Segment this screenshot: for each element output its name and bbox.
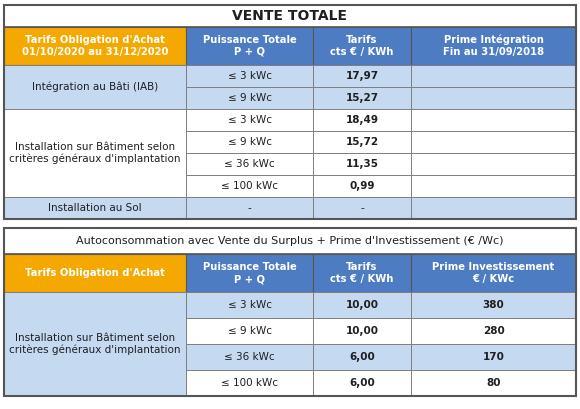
Text: ≤ 3 kWc: ≤ 3 kWc	[227, 71, 271, 81]
Text: 80: 80	[486, 378, 501, 388]
Bar	[186, 254, 313, 292]
Bar	[186, 370, 313, 396]
Bar	[313, 292, 411, 318]
Text: Tarifs
cts € / KWh: Tarifs cts € / KWh	[331, 262, 394, 284]
Bar	[186, 27, 313, 65]
Bar	[313, 344, 411, 370]
Bar	[4, 5, 576, 219]
Text: 17,97: 17,97	[346, 71, 379, 81]
Bar	[186, 318, 313, 344]
Text: Tarifs Obligation d'Achat
01/10/2020 au 31/12/2020: Tarifs Obligation d'Achat 01/10/2020 au …	[22, 35, 168, 57]
Text: 6,00: 6,00	[349, 378, 375, 388]
Bar	[411, 153, 576, 175]
Bar	[411, 175, 576, 197]
Bar	[4, 228, 576, 254]
Text: Autoconsommation avec Vente du Surplus + Prime d'Investissement (€ /Wc): Autoconsommation avec Vente du Surplus +…	[76, 236, 504, 246]
Text: Prime Investissement
€ / KWc: Prime Investissement € / KWc	[432, 262, 554, 284]
Text: Puissance Totale
P + Q: Puissance Totale P + Q	[202, 262, 296, 284]
Text: ≤ 100 kWc: ≤ 100 kWc	[221, 378, 278, 388]
Text: Tarifs
cts € / KWh: Tarifs cts € / KWh	[331, 35, 394, 57]
Text: ≤ 36 kWc: ≤ 36 kWc	[224, 159, 275, 169]
Text: 380: 380	[483, 300, 505, 310]
Text: Prime Intégration
Fin au 31/09/2018: Prime Intégration Fin au 31/09/2018	[443, 35, 544, 57]
Bar	[313, 109, 411, 131]
Bar	[313, 370, 411, 396]
Bar	[313, 197, 411, 219]
Text: Installation sur Bâtiment selon
critères généraux d'implantation: Installation sur Bâtiment selon critères…	[9, 333, 181, 355]
Bar	[4, 254, 186, 292]
Text: ≤ 9 kWc: ≤ 9 kWc	[227, 93, 271, 103]
Text: 18,49: 18,49	[346, 115, 379, 125]
Bar	[411, 27, 576, 65]
Bar	[313, 87, 411, 109]
Bar	[186, 344, 313, 370]
Text: 6,00: 6,00	[349, 352, 375, 362]
Bar	[313, 27, 411, 65]
Bar	[411, 344, 576, 370]
Bar	[4, 228, 576, 396]
Text: ≤ 9 kWc: ≤ 9 kWc	[227, 326, 271, 336]
Text: Installation sur Bâtiment selon
critères généraux d'implantation: Installation sur Bâtiment selon critères…	[9, 142, 181, 164]
Text: 280: 280	[483, 326, 505, 336]
Bar	[411, 318, 576, 344]
Bar	[411, 254, 576, 292]
Text: Installation au Sol: Installation au Sol	[48, 203, 142, 213]
Bar	[411, 65, 576, 87]
Text: Tarifs Obligation d'Achat: Tarifs Obligation d'Achat	[25, 268, 165, 278]
Bar	[186, 197, 313, 219]
Bar	[411, 370, 576, 396]
Text: 10,00: 10,00	[346, 326, 379, 336]
Bar	[313, 131, 411, 153]
Text: -: -	[248, 203, 251, 213]
Text: 15,27: 15,27	[346, 93, 379, 103]
Text: ≤ 3 kWc: ≤ 3 kWc	[227, 115, 271, 125]
Text: 0,99: 0,99	[349, 181, 375, 191]
Text: VENTE TOTALE: VENTE TOTALE	[233, 9, 347, 23]
Bar	[313, 318, 411, 344]
Bar	[186, 175, 313, 197]
Bar	[186, 65, 313, 87]
Bar	[411, 87, 576, 109]
Bar	[4, 292, 186, 396]
Bar	[411, 109, 576, 131]
Bar	[186, 109, 313, 131]
Bar	[4, 5, 576, 27]
Bar	[186, 153, 313, 175]
Bar	[186, 292, 313, 318]
Bar	[186, 131, 313, 153]
Text: ≤ 9 kWc: ≤ 9 kWc	[227, 137, 271, 147]
Text: ≤ 100 kWc: ≤ 100 kWc	[221, 181, 278, 191]
Text: ≤ 36 kWc: ≤ 36 kWc	[224, 352, 275, 362]
Bar	[313, 65, 411, 87]
Text: Puissance Totale
P + Q: Puissance Totale P + Q	[202, 35, 296, 57]
Bar	[186, 87, 313, 109]
Text: Intégration au Bâti (IAB): Intégration au Bâti (IAB)	[32, 82, 158, 92]
Text: -: -	[360, 203, 364, 213]
Bar	[313, 153, 411, 175]
Bar	[313, 175, 411, 197]
Bar	[411, 197, 576, 219]
Bar	[411, 292, 576, 318]
Text: 15,72: 15,72	[346, 137, 379, 147]
Text: ≤ 3 kWc: ≤ 3 kWc	[227, 300, 271, 310]
Text: 11,35: 11,35	[346, 159, 379, 169]
Bar	[4, 27, 186, 65]
Text: 170: 170	[483, 352, 505, 362]
Bar	[4, 109, 186, 197]
Bar	[4, 197, 186, 219]
Bar	[411, 131, 576, 153]
Bar	[313, 254, 411, 292]
Bar	[4, 65, 186, 109]
Text: 10,00: 10,00	[346, 300, 379, 310]
